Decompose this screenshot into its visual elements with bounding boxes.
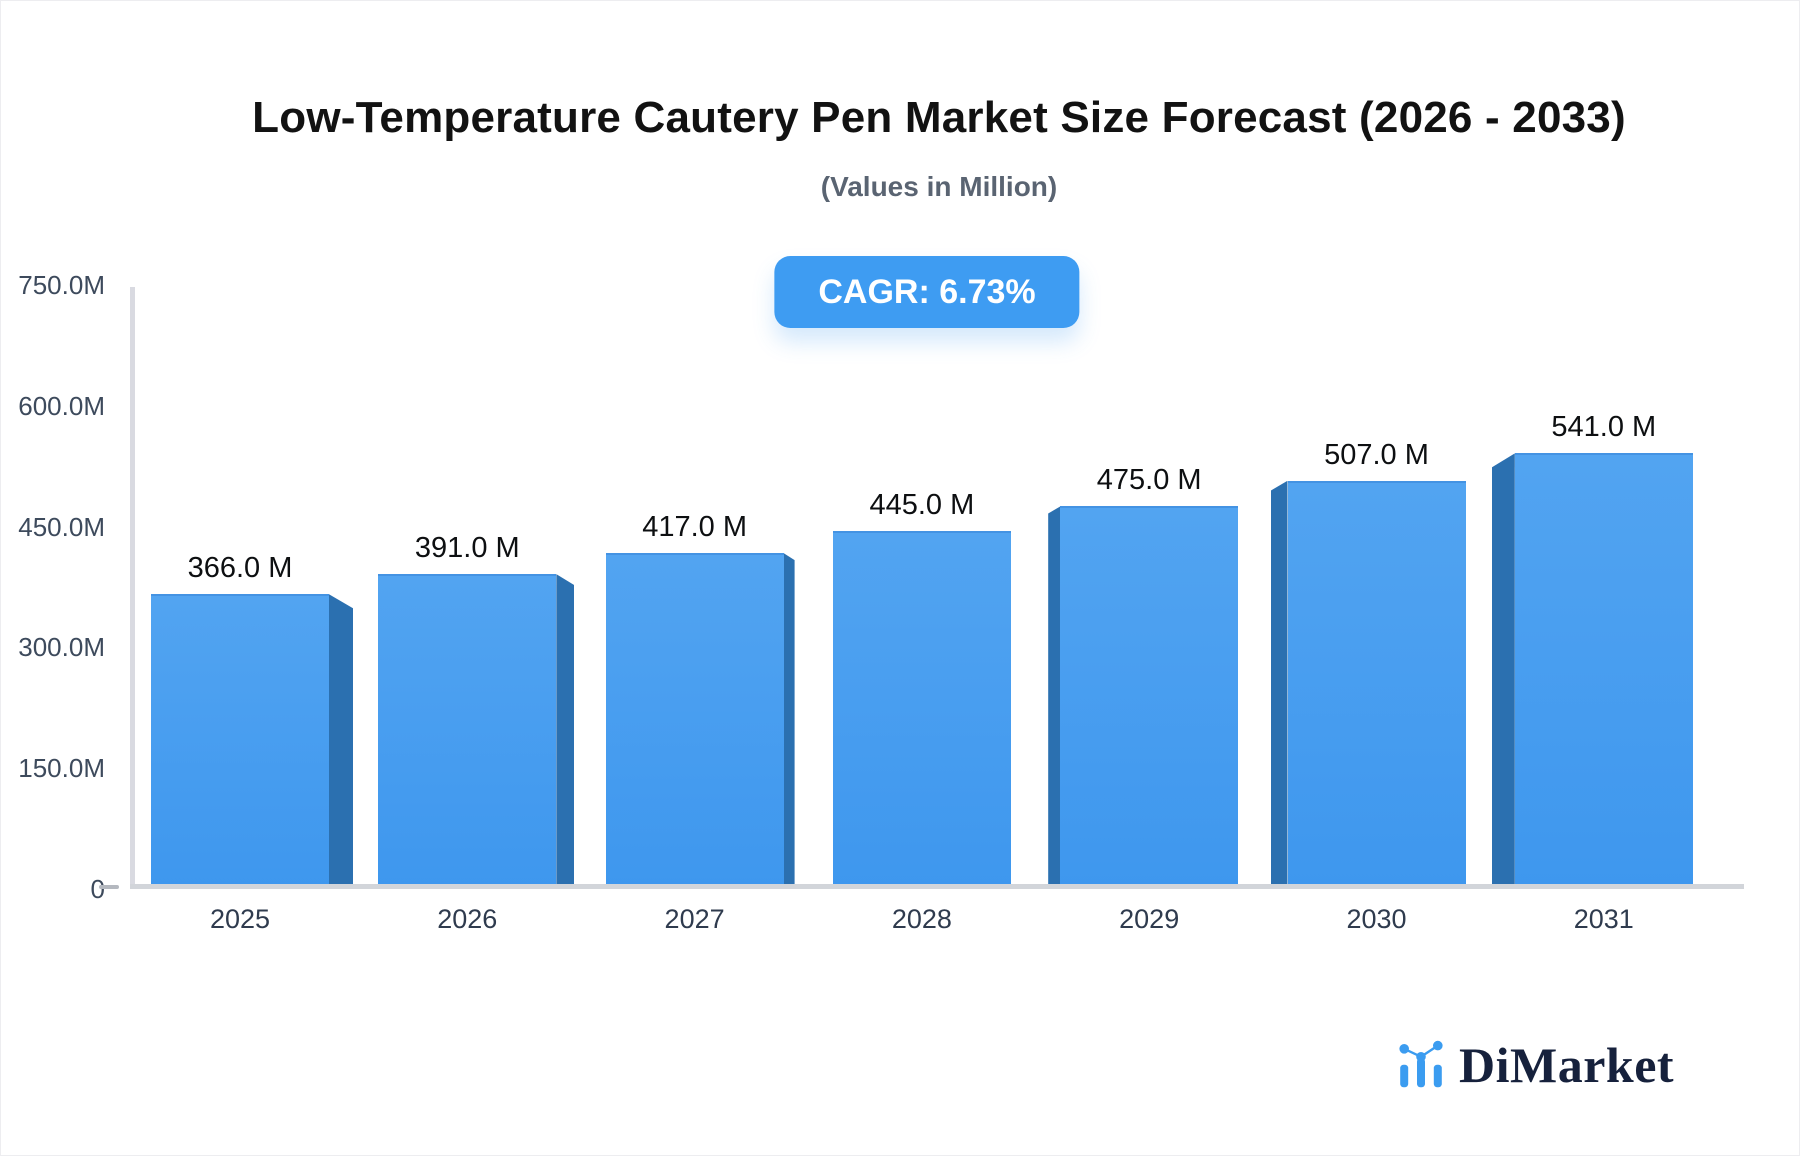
y-axis-tick-label: 600.0M xyxy=(18,390,105,421)
bar-value-label: 475.0 M xyxy=(1096,464,1202,497)
bar[interactable] xyxy=(1514,453,1693,889)
chart-subtitle: (Values in Million) xyxy=(820,171,1058,202)
logo-text: DiMarket xyxy=(1459,1037,1675,1093)
x-axis-label: 2028 xyxy=(891,904,952,934)
zero-tick-mark xyxy=(99,885,119,889)
bar-value-label: 366.0 M xyxy=(187,552,293,585)
bar-value-label: 445.0 M xyxy=(869,488,975,521)
bar[interactable] xyxy=(1060,506,1239,889)
chart-title: Low-Temperature Cautery Pen Market Size … xyxy=(252,93,1626,142)
bar[interactable] xyxy=(151,594,329,889)
bar-value-label: 417.0 M xyxy=(642,511,747,544)
bar-3d-side-face xyxy=(783,553,795,889)
y-axis-tick-label: 450.0M xyxy=(18,511,105,542)
y-axis-tick-label: 750.0M xyxy=(18,270,105,300)
dimarket-logo: DiMarket xyxy=(1397,1037,1674,1091)
bar-3d-side-face xyxy=(1491,453,1515,889)
bar[interactable] xyxy=(378,574,557,889)
bar-value-label: 507.0 M xyxy=(1324,438,1429,471)
y-axis-line xyxy=(130,287,135,889)
bar[interactable] xyxy=(1287,480,1466,889)
bar-value-label: 541.0 M xyxy=(1551,411,1657,444)
bar-3d-side-face xyxy=(556,574,575,889)
bar[interactable] xyxy=(832,530,1011,889)
bar-value-label: 391.0 M xyxy=(414,532,520,565)
x-axis-label: 2030 xyxy=(1346,904,1407,934)
bar-chart-icon xyxy=(1399,1040,1443,1088)
x-axis-line xyxy=(130,884,1744,889)
y-axis-tick-label: 150.0M xyxy=(18,753,105,784)
bar-3d-side-face xyxy=(1270,480,1288,889)
bar-3d-side-face xyxy=(1048,506,1061,889)
bar[interactable] xyxy=(605,553,784,889)
x-axis-label: 2025 xyxy=(209,904,271,934)
y-axis-tick-label: 0 xyxy=(90,874,105,904)
x-axis-label: 2027 xyxy=(664,904,725,934)
bar-3d-side-face xyxy=(329,594,353,889)
x-axis-label: 2031 xyxy=(1573,904,1634,934)
y-axis-tick-label: 300.0M xyxy=(18,632,105,663)
x-axis-label: 2029 xyxy=(1119,904,1180,934)
cagr-badge: CAGR: 6.73% xyxy=(774,256,1080,328)
x-axis-label: 2026 xyxy=(437,904,498,934)
